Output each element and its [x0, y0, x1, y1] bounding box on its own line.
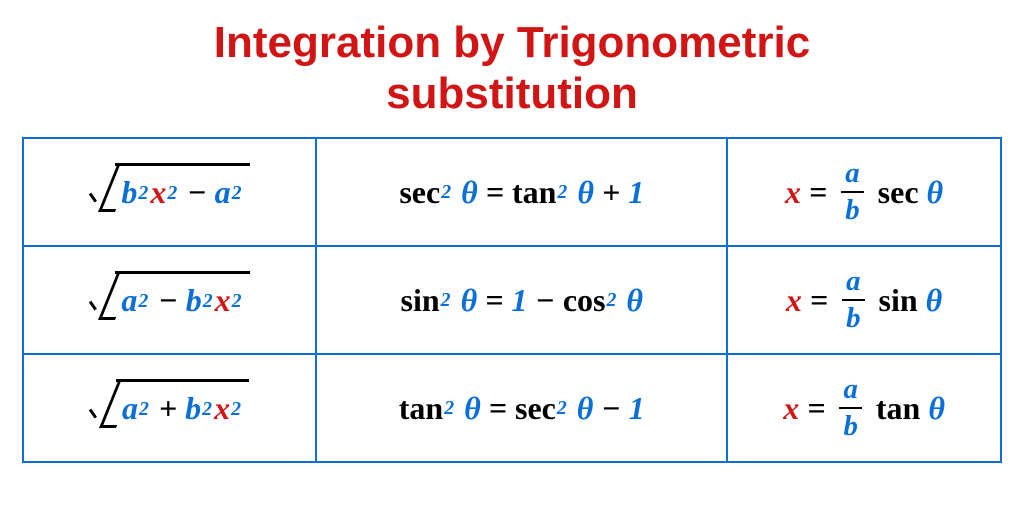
equals: =	[485, 282, 503, 319]
title-line-1: Integration by Trigonometric	[214, 18, 811, 67]
minus: −	[187, 174, 206, 211]
fraction-a-over-b: a b	[839, 375, 861, 441]
theta: θ	[577, 390, 594, 427]
fraction-a-over-b: a b	[842, 267, 864, 333]
var-x: x	[215, 282, 231, 319]
cell-identity: tan2 θ = sec2 θ − 1	[316, 354, 727, 462]
cell-substitution: x = a b tan θ	[727, 354, 1001, 462]
var-a: a	[121, 282, 137, 319]
cell-identity: sec2 θ = tan2 θ + 1	[316, 138, 727, 246]
var-x: x	[785, 174, 801, 211]
cell-substitution: x = a b sec θ	[727, 138, 1001, 246]
var-a: a	[842, 267, 864, 296]
minus: −	[601, 390, 620, 427]
page: Integration by Trigonometric substitutio…	[0, 0, 1024, 515]
sqrt: a2 + b2x2	[90, 379, 249, 430]
var-a: a	[215, 174, 231, 211]
fn-sec: sec	[515, 390, 556, 427]
theta: θ	[626, 282, 643, 319]
fraction-a-over-b: a b	[841, 159, 863, 225]
table-row: a2 + b2x2 tan2 θ = sec2 θ − 1	[23, 354, 1001, 462]
fn-sec: sec	[878, 174, 919, 211]
theta: θ	[577, 174, 594, 211]
var-b: b	[186, 282, 202, 319]
cell-form: b2x2 − a2	[23, 138, 316, 246]
cell-identity: sin2 θ = 1 − cos2 θ	[316, 246, 727, 354]
theta: θ	[928, 390, 945, 427]
theta: θ	[926, 282, 943, 319]
equals: =	[489, 390, 507, 427]
theta: θ	[927, 174, 944, 211]
fn-tan: tan	[512, 174, 556, 211]
var-x: x	[150, 174, 166, 211]
theta: θ	[464, 390, 481, 427]
sqrt: a2 − b2x2	[90, 271, 250, 322]
var-b: b	[841, 196, 863, 225]
fn-sin: sin	[879, 282, 918, 319]
cell-substitution: x = a b sin θ	[727, 246, 1001, 354]
plus: +	[159, 390, 177, 427]
theta: θ	[461, 282, 478, 319]
fn-cos: cos	[563, 282, 606, 319]
var-a: a	[122, 390, 138, 427]
table-row: a2 − b2x2 sin2 θ = 1 − cos2 θ	[23, 246, 1001, 354]
fn-tan: tan	[876, 390, 920, 427]
cell-form: a2 − b2x2	[23, 246, 316, 354]
var-a: a	[841, 159, 863, 188]
minus: −	[535, 282, 554, 319]
var-b: b	[839, 412, 861, 441]
minus: −	[158, 282, 177, 319]
var-x: x	[214, 390, 230, 427]
equals: =	[809, 174, 827, 211]
fn-sec: sec	[399, 174, 440, 211]
var-x: x	[783, 390, 799, 427]
var-x: x	[786, 282, 802, 319]
equals: =	[807, 390, 825, 427]
sqrt: b2x2 − a2	[90, 163, 250, 214]
substitution-table: b2x2 − a2 sec2 θ = tan2 θ + 1	[22, 137, 1002, 463]
equals: =	[486, 174, 504, 211]
title-line-2: substitution	[386, 69, 638, 118]
cell-form: a2 + b2x2	[23, 354, 316, 462]
num-1: 1	[628, 174, 644, 211]
num-1: 1	[511, 282, 527, 319]
var-b: b	[842, 304, 864, 333]
table-row: b2x2 − a2 sec2 θ = tan2 θ + 1	[23, 138, 1001, 246]
plus: +	[602, 174, 620, 211]
num-1: 1	[629, 390, 645, 427]
theta: θ	[461, 174, 478, 211]
var-b: b	[121, 174, 137, 211]
page-title: Integration by Trigonometric substitutio…	[214, 18, 811, 119]
var-b: b	[185, 390, 201, 427]
var-a: a	[839, 375, 861, 404]
equals: =	[810, 282, 828, 319]
fn-sin: sin	[401, 282, 440, 319]
fn-tan: tan	[399, 390, 443, 427]
